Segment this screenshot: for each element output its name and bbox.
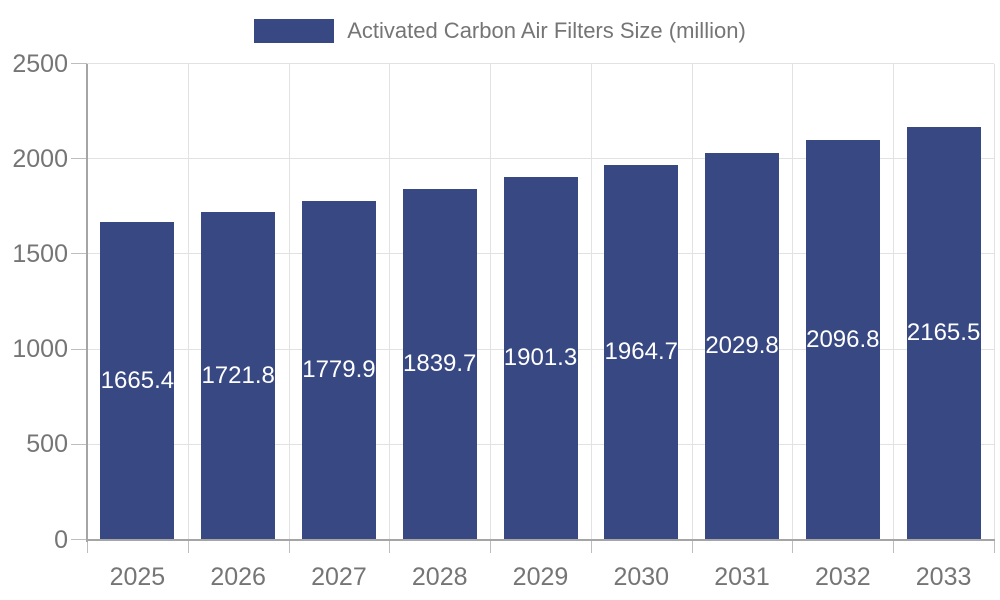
y-tick-label: 1000 [12, 335, 68, 364]
legend-swatch [254, 19, 335, 43]
x-gridline [994, 63, 995, 540]
x-tick [187, 539, 189, 553]
y-tick-label: 0 [54, 525, 68, 554]
y-tick [71, 539, 87, 540]
y-axis-line [86, 63, 88, 542]
x-tick [691, 539, 693, 553]
x-gridline [490, 63, 492, 540]
bar-value-label: 1839.7 [403, 350, 477, 378]
x-tick [288, 539, 290, 553]
x-gridline [590, 63, 592, 540]
bar-2028[interactable] [402, 189, 477, 540]
x-tick-label: 2032 [815, 563, 871, 591]
bar-value-label: 1964.7 [604, 338, 678, 366]
y-tick-label: 2500 [12, 49, 68, 78]
x-gridline [792, 63, 794, 540]
x-tick [994, 539, 995, 553]
x-tick [389, 539, 391, 553]
y-tick-label: 500 [26, 430, 68, 459]
x-gridline [389, 63, 391, 540]
y-tick [71, 253, 87, 255]
bar-value-label: 1901.3 [503, 344, 578, 372]
bar-value-label: 1779.9 [302, 356, 376, 384]
x-axis-line [86, 538, 995, 541]
x-gridline [288, 63, 290, 540]
y-tick [71, 348, 87, 350]
x-gridline [187, 63, 189, 540]
y-tick-label: 2000 [12, 144, 68, 173]
y-tick [71, 158, 87, 160]
x-tick [590, 539, 592, 553]
y-tick-label: 1500 [12, 239, 68, 268]
x-tick-label: 2026 [210, 563, 266, 591]
bar-2029[interactable] [503, 177, 578, 540]
x-tick-label: 2031 [714, 563, 770, 591]
legend-label: Activated Carbon Air Filters Size (milli… [347, 18, 746, 43]
x-tick-label: 2033 [915, 563, 972, 591]
x-tick [87, 539, 88, 553]
bar-value-label: 2029.8 [705, 332, 779, 360]
y-tick [71, 443, 87, 445]
y-gridline [87, 158, 994, 160]
x-tick [490, 539, 492, 553]
x-tick-label: 2025 [109, 563, 166, 591]
bar-2032[interactable] [805, 140, 880, 540]
y-gridline [87, 63, 994, 64]
x-tick-label: 2027 [311, 563, 367, 591]
bar-2031[interactable] [705, 153, 780, 540]
bar-2033[interactable] [906, 127, 981, 540]
x-gridline [893, 63, 895, 540]
bar-2027[interactable] [301, 200, 376, 540]
bar-2026[interactable] [201, 211, 276, 540]
bar-value-label: 2096.8 [806, 325, 880, 353]
bar-2030[interactable] [604, 165, 679, 540]
x-gridline [691, 63, 693, 540]
y-tick [71, 63, 87, 64]
x-tick [792, 539, 794, 553]
bar-2025[interactable] [100, 222, 175, 540]
legend-item[interactable]: Activated Carbon Air Filters Size (milli… [0, 18, 1000, 43]
x-tick-label: 2029 [512, 563, 569, 591]
bar-value-label: 1721.8 [201, 361, 275, 389]
x-tick [893, 539, 895, 553]
bar-value-label: 1665.4 [100, 366, 175, 394]
bar-value-label: 2165.5 [906, 319, 981, 347]
x-tick-label: 2028 [411, 563, 468, 591]
x-tick-label: 2030 [613, 563, 670, 591]
